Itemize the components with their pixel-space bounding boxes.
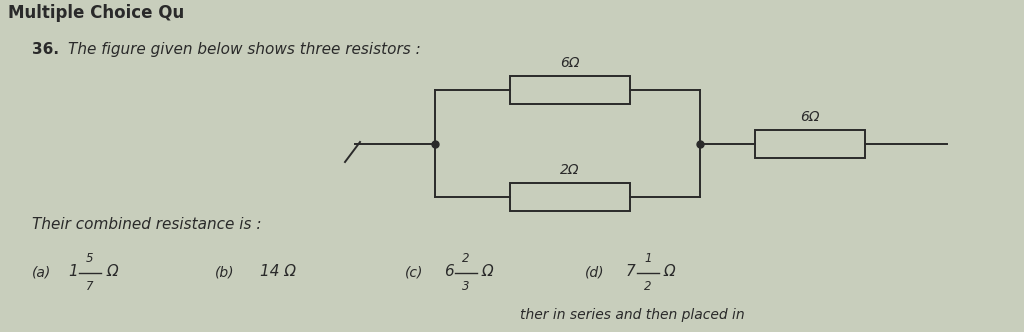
Text: 6Ω: 6Ω bbox=[800, 110, 820, 124]
Text: 2: 2 bbox=[644, 281, 651, 293]
Text: 5: 5 bbox=[86, 252, 94, 265]
Text: Ω: Ω bbox=[106, 265, 119, 280]
Bar bbox=[510, 183, 630, 211]
Text: Ω: Ω bbox=[664, 265, 676, 280]
Text: 6Ω: 6Ω bbox=[560, 56, 580, 70]
Text: 6: 6 bbox=[444, 265, 454, 280]
Text: 14 Ω: 14 Ω bbox=[260, 265, 296, 280]
Text: 7: 7 bbox=[86, 281, 94, 293]
Text: (a): (a) bbox=[32, 265, 51, 279]
Bar bbox=[755, 130, 865, 158]
Text: 7: 7 bbox=[626, 265, 636, 280]
Text: 2: 2 bbox=[462, 252, 470, 265]
Text: (d): (d) bbox=[585, 265, 604, 279]
Text: Multiple Choice Qu: Multiple Choice Qu bbox=[8, 4, 184, 22]
Text: The figure given below shows three resistors :: The figure given below shows three resis… bbox=[68, 42, 421, 57]
Bar bbox=[510, 76, 630, 104]
Text: Their combined resistance is :: Their combined resistance is : bbox=[32, 217, 261, 232]
Text: (b): (b) bbox=[215, 265, 234, 279]
Text: 2Ω: 2Ω bbox=[560, 163, 580, 177]
Text: 1: 1 bbox=[68, 265, 78, 280]
Text: 1: 1 bbox=[644, 252, 651, 265]
Text: ther in series and then placed in: ther in series and then placed in bbox=[520, 308, 744, 322]
Text: 36.: 36. bbox=[32, 42, 59, 57]
Text: Ω: Ω bbox=[482, 265, 494, 280]
Text: 3: 3 bbox=[462, 281, 470, 293]
Text: (c): (c) bbox=[406, 265, 423, 279]
